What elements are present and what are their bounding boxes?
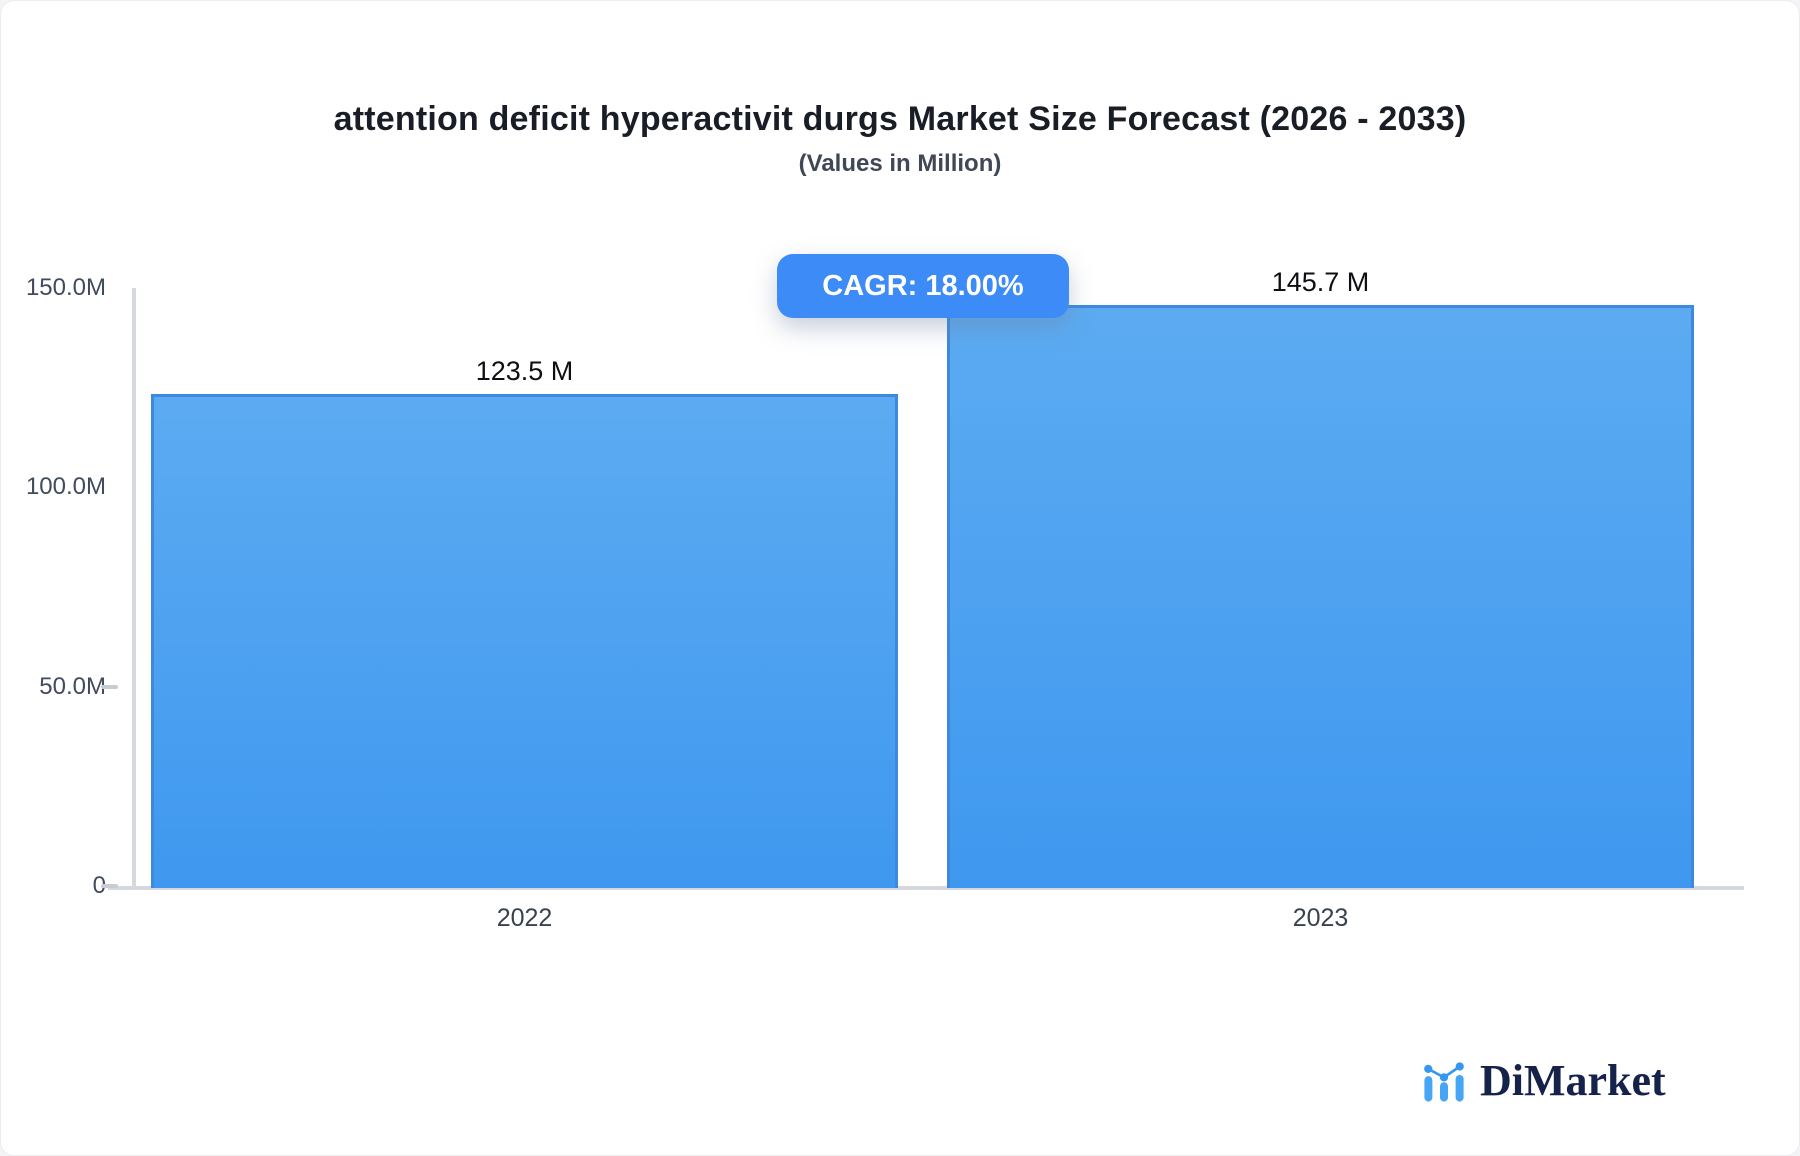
brand-logo-text: DiMarket (1480, 1056, 1666, 1105)
y-axis-tick-label: 100.0M (25, 473, 106, 501)
chart-title: attention deficit hyperactivit durgs Mar… (333, 100, 1467, 138)
y-axis-line (132, 288, 136, 888)
bar-value-label: 123.5 M (475, 356, 574, 386)
y-axis-tick-mark (101, 884, 118, 888)
y-axis-tick-label: 150.0M (25, 274, 106, 301)
chart-subtitle: (Values in Million) (798, 150, 1002, 177)
cagr-badge: CAGR: 18.00% (777, 254, 1069, 318)
bar-2022[interactable] (151, 394, 898, 888)
cagr-badge-label: CAGR: 18.00% (822, 269, 1024, 302)
y-axis-tick-label: 0 (92, 872, 106, 899)
y-axis-tick-mark (101, 684, 118, 689)
x-axis-line (108, 886, 1744, 890)
bar-value-label: 145.7 M (1271, 267, 1370, 297)
bar-2023[interactable] (947, 305, 1694, 888)
x-axis-label-2023: 2023 (1292, 904, 1349, 932)
brand-logo: DiMarket (1421, 1051, 1666, 1111)
mini-bar-line-chart-icon (1424, 1062, 1464, 1102)
y-axis-tick-label: 50.0M (39, 672, 106, 700)
x-axis-label-2022: 2022 (496, 904, 553, 932)
